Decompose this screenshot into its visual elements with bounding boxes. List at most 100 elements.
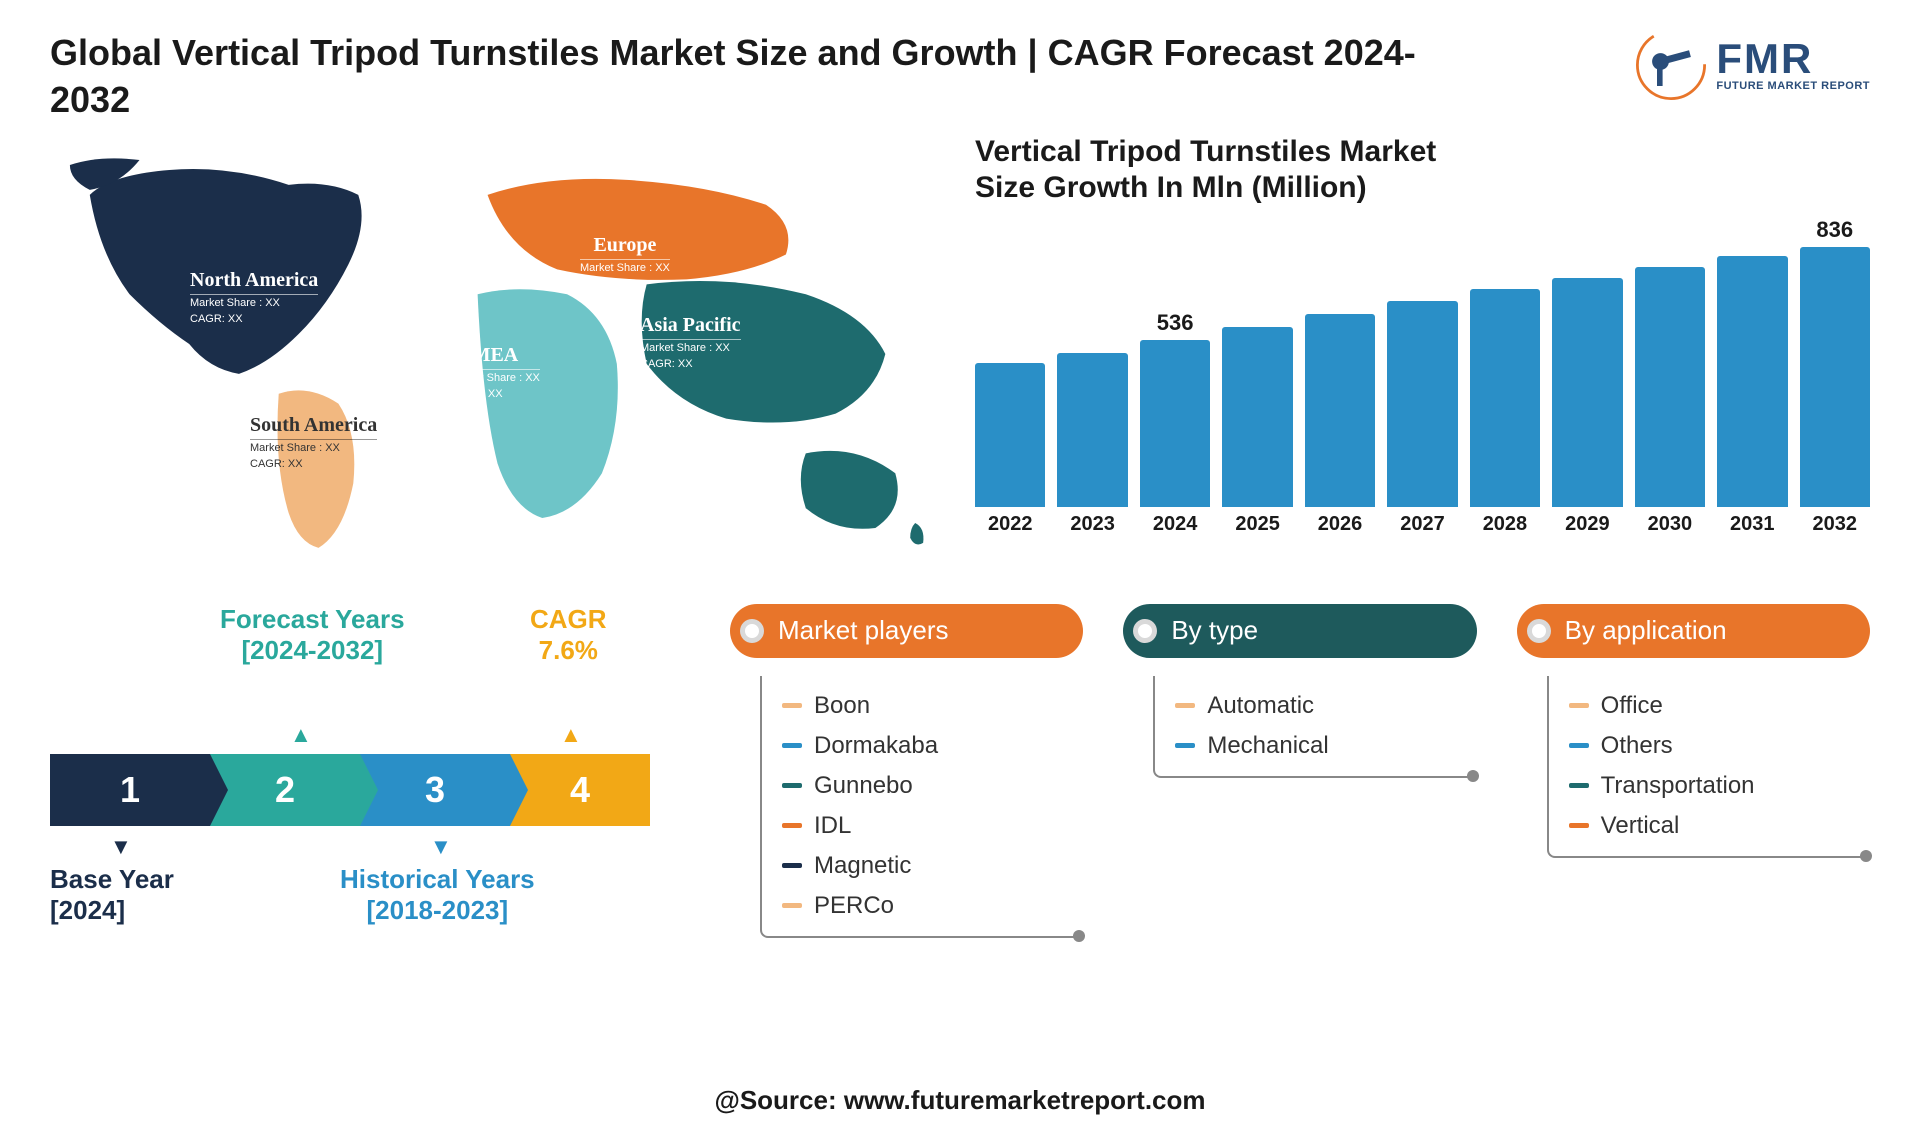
segment-number: 3 [425, 769, 445, 811]
region-share: Market Share : XX [640, 339, 741, 354]
category-header: Market players [730, 604, 1083, 658]
bar-rect [1305, 314, 1375, 507]
bar-chart: 2022202353620242025202620272028202920302… [975, 226, 1870, 536]
bar-rect [1635, 267, 1705, 507]
category-header: By application [1517, 604, 1870, 658]
category-list: OfficeOthersTransportationVertical [1547, 676, 1870, 858]
region-share: Market Share : XX [190, 294, 318, 309]
dot-icon [1527, 619, 1551, 643]
bar-year-label: 2032 [1813, 513, 1858, 536]
source-text: @Source: www.futuremarketreport.com [714, 1085, 1205, 1116]
bar-year-label: 2028 [1483, 513, 1528, 536]
region-asia-pacific: Asia Pacific Market Share : XX CAGR: XX [640, 314, 741, 370]
list-item: Dormakaba [782, 726, 1083, 766]
logo-subtitle: FUTURE MARKET REPORT [1716, 80, 1870, 92]
bar-rect [1470, 289, 1540, 507]
dot-icon [1133, 619, 1157, 643]
region-name: North America [190, 269, 318, 292]
item-label: IDL [814, 812, 851, 840]
fmr-logo: FMR FUTURE MARKET REPORT [1636, 30, 1870, 100]
timeline-segment-1: 1 [50, 754, 210, 826]
item-label: Vertical [1601, 812, 1680, 840]
segment-number: 1 [120, 769, 140, 811]
bar-value-label: 836 [1816, 217, 1853, 243]
bar-rect [1800, 247, 1870, 507]
bar-year-label: 2022 [988, 513, 1033, 536]
bullet-icon [782, 823, 802, 828]
item-label: Boon [814, 692, 870, 720]
bar-2029: 2029 [1552, 248, 1622, 536]
bullet-icon [1569, 783, 1589, 788]
timeline-segment-3: 3 [360, 754, 510, 826]
bullet-icon [782, 903, 802, 908]
bar-2026: 2026 [1305, 284, 1375, 536]
bar-rect [1140, 340, 1210, 507]
list-item: Automatic [1175, 686, 1476, 726]
item-label: Office [1601, 692, 1663, 720]
region-name: Asia Pacific [640, 314, 741, 337]
list-item: IDL [782, 806, 1083, 846]
list-item: PERCo [782, 886, 1083, 926]
item-label: Automatic [1207, 692, 1314, 720]
region-cagr: CAGR: XX [450, 386, 540, 400]
bullet-icon [1569, 823, 1589, 828]
bar-rect [1057, 353, 1127, 507]
triangle-down-icon: ▼ [110, 834, 132, 860]
region-share: Market Share : XX [250, 439, 377, 454]
bullet-icon [782, 743, 802, 748]
region-cagr: CAGR: XX [580, 276, 670, 290]
bar-value-label: 536 [1157, 310, 1194, 336]
region-name: South America [250, 414, 377, 437]
telescope-icon [1636, 30, 1706, 100]
bar-2030: 2030 [1635, 237, 1705, 536]
region-name: Europe [580, 234, 670, 257]
dot-icon [740, 619, 764, 643]
bar-year-label: 2029 [1565, 513, 1610, 536]
bullet-icon [782, 783, 802, 788]
bullet-icon [1175, 743, 1195, 748]
category-title: Market players [778, 615, 949, 646]
page-title: Global Vertical Tripod Turnstiles Market… [50, 30, 1450, 124]
list-item: Gunnebo [782, 766, 1083, 806]
region-north-america: North America Market Share : XX CAGR: XX [190, 269, 318, 325]
bar-rect [1717, 256, 1787, 506]
bar-2027: 2027 [1387, 271, 1457, 535]
bar-2023: 2023 [1057, 323, 1127, 536]
region-south-america: South AmericaMarket Share : XXCAGR: XX [250, 414, 377, 470]
category-by-application: By applicationOfficeOthersTransportation… [1517, 604, 1870, 944]
region-name: MEA [450, 344, 540, 367]
bullet-icon [782, 863, 802, 868]
triangle-up-icon: ▲ [290, 722, 312, 748]
bar-year-label: 2023 [1070, 513, 1115, 536]
bar-year-label: 2027 [1400, 513, 1445, 536]
bar-2024: 536 2024 [1140, 310, 1210, 536]
category-title: By application [1565, 615, 1727, 646]
bullet-icon [1569, 703, 1589, 708]
forecast-label: Forecast Years [2024-2032] [220, 604, 405, 666]
segment-number: 4 [570, 769, 590, 811]
bar-rect [1222, 327, 1292, 507]
item-label: Transportation [1601, 772, 1755, 800]
item-label: Magnetic [814, 852, 911, 880]
bar-year-label: 2030 [1648, 513, 1693, 536]
logo-text: FMR [1716, 38, 1870, 80]
category-list: Boon DormakabaGunnebo IDL Magnetic PERCo [760, 676, 1083, 938]
cagr-label: CAGR 7.6% [530, 604, 607, 666]
region-cagr: CAGR: XX [190, 311, 318, 325]
list-item: Office [1569, 686, 1870, 726]
region-share: Market Share : XX [580, 259, 670, 274]
bar-year-label: 2024 [1153, 513, 1198, 536]
segment-number: 2 [275, 769, 295, 811]
region-mea: MEAMarket Share : XXCAGR: XX [450, 344, 540, 400]
triangle-down-icon: ▼ [430, 834, 452, 860]
bar-2032: 836 2032 [1800, 217, 1870, 536]
list-item: Magnetic [782, 846, 1083, 886]
region-cagr: CAGR: XX [640, 356, 741, 370]
category-by-type: By typeAutomaticMechanical [1123, 604, 1476, 944]
bar-rect [1552, 278, 1622, 507]
bar-2031: 2031 [1717, 226, 1787, 535]
list-item: Mechanical [1175, 726, 1476, 766]
bar-rect [975, 363, 1045, 506]
item-label: PERCo [814, 892, 894, 920]
category-market-players: Market players Boon DormakabaGunnebo IDL Mag… [730, 604, 1083, 944]
